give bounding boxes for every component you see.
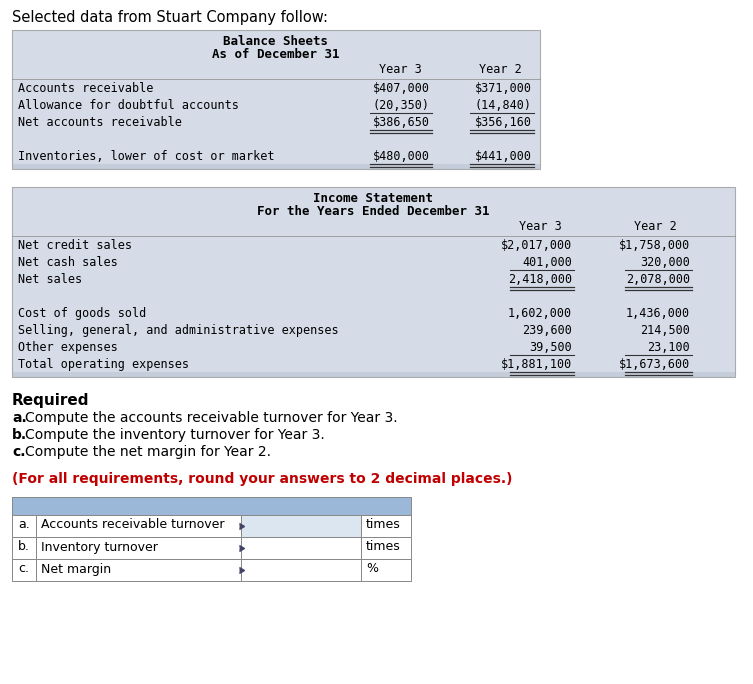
Text: $1,881,100: $1,881,100 — [501, 358, 572, 371]
Text: a.: a. — [12, 411, 27, 425]
Bar — [12, 497, 411, 515]
Text: $356,160: $356,160 — [475, 116, 532, 129]
Bar — [12, 372, 735, 377]
Bar — [36, 559, 241, 581]
Text: Accounts receivable: Accounts receivable — [18, 82, 154, 95]
Text: Selected data from Stuart Company follow:: Selected data from Stuart Company follow… — [12, 10, 328, 25]
Text: (14,840): (14,840) — [475, 99, 532, 112]
Bar — [12, 515, 36, 537]
Text: Total operating expenses: Total operating expenses — [18, 358, 189, 371]
Text: 401,000: 401,000 — [522, 256, 572, 269]
Bar — [12, 30, 540, 169]
Bar — [12, 497, 411, 515]
Text: 320,000: 320,000 — [640, 256, 690, 269]
Text: $1,758,000: $1,758,000 — [619, 239, 690, 252]
Text: 1,436,000: 1,436,000 — [626, 307, 690, 320]
Bar — [241, 559, 361, 581]
Text: c.: c. — [12, 445, 26, 459]
Text: $2,017,000: $2,017,000 — [501, 239, 572, 252]
Text: Net accounts receivable: Net accounts receivable — [18, 116, 182, 129]
Text: Inventory turnover: Inventory turnover — [41, 540, 158, 553]
Text: For the Years Ended December 31: For the Years Ended December 31 — [258, 205, 489, 218]
Text: Net sales: Net sales — [18, 273, 82, 286]
Text: b.: b. — [12, 428, 27, 442]
Bar — [361, 537, 411, 559]
Text: 2,078,000: 2,078,000 — [626, 273, 690, 286]
Text: (For all requirements, round your answers to 2 decimal places.): (For all requirements, round your answer… — [12, 472, 513, 486]
Text: As of December 31: As of December 31 — [212, 48, 340, 61]
Bar — [241, 515, 361, 537]
Text: %: % — [366, 562, 378, 575]
Text: 39,500: 39,500 — [529, 341, 572, 354]
Text: Year 3: Year 3 — [519, 220, 562, 233]
Bar — [241, 537, 361, 559]
Text: Year 2: Year 2 — [633, 220, 676, 233]
Text: Net credit sales: Net credit sales — [18, 239, 132, 252]
Text: a.: a. — [18, 518, 30, 531]
Text: times: times — [366, 540, 401, 553]
Text: $1,673,600: $1,673,600 — [619, 358, 690, 371]
Bar — [241, 559, 361, 581]
Text: times: times — [366, 518, 401, 531]
Text: Compute the net margin for Year 2.: Compute the net margin for Year 2. — [25, 445, 271, 459]
Text: Net margin: Net margin — [41, 562, 111, 575]
Text: 23,100: 23,100 — [648, 341, 690, 354]
Bar — [241, 537, 361, 559]
Bar — [12, 187, 735, 377]
Text: $480,000: $480,000 — [373, 150, 430, 163]
Text: 2,418,000: 2,418,000 — [508, 273, 572, 286]
Bar — [12, 559, 36, 581]
Text: Income Statement: Income Statement — [313, 192, 434, 205]
Text: Allowance for doubtful accounts: Allowance for doubtful accounts — [18, 99, 239, 112]
Text: Required: Required — [12, 393, 90, 408]
Text: 1,602,000: 1,602,000 — [508, 307, 572, 320]
Bar — [36, 515, 241, 537]
Text: b.: b. — [18, 540, 30, 553]
Bar — [12, 164, 540, 169]
Text: c.: c. — [19, 562, 29, 575]
Text: Year 2: Year 2 — [479, 63, 521, 76]
Text: Year 3: Year 3 — [379, 63, 422, 76]
Bar — [12, 30, 540, 169]
Bar — [12, 537, 36, 559]
Text: $441,000: $441,000 — [475, 150, 532, 163]
Bar — [12, 187, 735, 377]
Text: Net cash sales: Net cash sales — [18, 256, 117, 269]
Text: Accounts receivable turnover: Accounts receivable turnover — [41, 518, 224, 531]
Text: $407,000: $407,000 — [373, 82, 430, 95]
Bar — [36, 537, 241, 559]
Text: Cost of goods sold: Cost of goods sold — [18, 307, 146, 320]
Text: 214,500: 214,500 — [640, 324, 690, 337]
Text: $371,000: $371,000 — [475, 82, 532, 95]
Text: $386,650: $386,650 — [373, 116, 430, 129]
Text: 239,600: 239,600 — [522, 324, 572, 337]
Text: Compute the accounts receivable turnover for Year 3.: Compute the accounts receivable turnover… — [25, 411, 398, 425]
Text: Selling, general, and administrative expenses: Selling, general, and administrative exp… — [18, 324, 339, 337]
Text: Compute the inventory turnover for Year 3.: Compute the inventory turnover for Year … — [25, 428, 325, 442]
Bar — [361, 559, 411, 581]
Bar — [241, 515, 361, 537]
Text: Other expenses: Other expenses — [18, 341, 117, 354]
Text: (20,350): (20,350) — [373, 99, 430, 112]
Text: Inventories, lower of cost or market: Inventories, lower of cost or market — [18, 150, 275, 163]
Bar — [361, 515, 411, 537]
Text: Balance Sheets: Balance Sheets — [224, 35, 328, 48]
